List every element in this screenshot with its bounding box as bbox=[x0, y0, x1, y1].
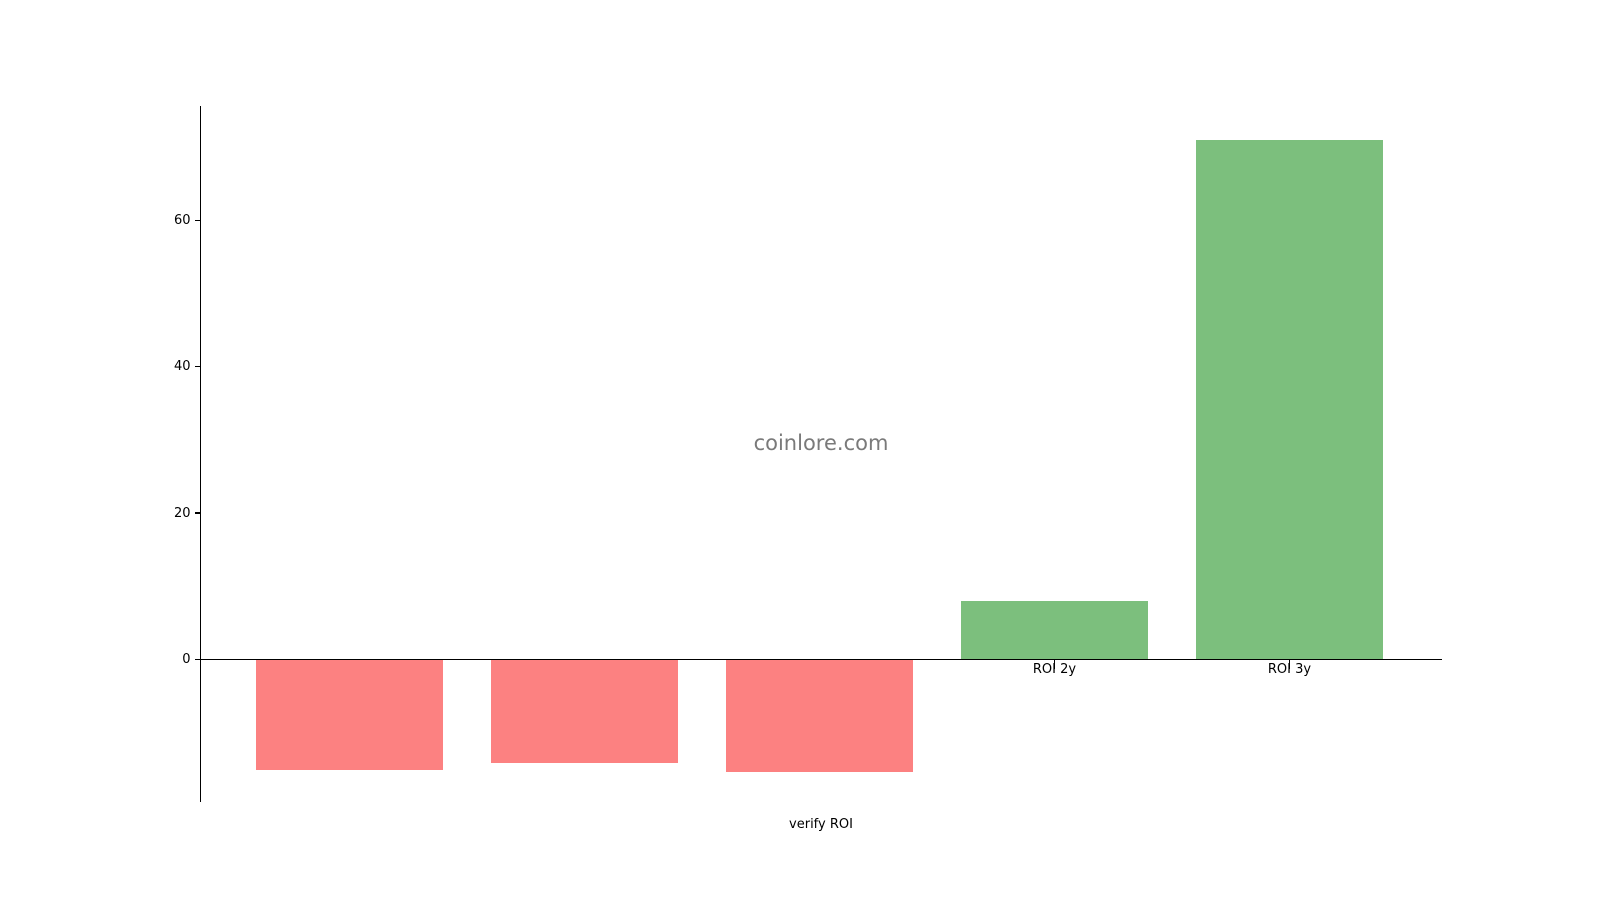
y-tick-mark-20 bbox=[194, 512, 200, 514]
y-tick-mark-0 bbox=[194, 658, 200, 661]
y-tick-label-20: 20 bbox=[173, 505, 191, 521]
x-tick-label-roi-2y: ROI 2y bbox=[1032, 661, 1077, 677]
x-tick-mark-4 bbox=[1053, 659, 1056, 669]
y-tick-label-40: 40 bbox=[173, 359, 191, 375]
x-tick-mark-5 bbox=[1288, 659, 1291, 669]
y-tick-mark-40 bbox=[194, 365, 200, 368]
bar-series-2 bbox=[491, 660, 678, 764]
watermark: coinlore.com bbox=[753, 431, 889, 455]
x-axis-zero-line bbox=[199, 658, 1442, 661]
x-axis-title: verify ROI bbox=[789, 817, 853, 832]
bar-roi-3y bbox=[1196, 139, 1383, 660]
bar-roi-2y bbox=[961, 600, 1148, 660]
y-tick-label-0: 0 bbox=[182, 651, 191, 667]
x-tick-label-roi-3y: ROI 3y bbox=[1267, 661, 1312, 677]
y-tick-label-60: 60 bbox=[173, 212, 191, 228]
y-axis-line bbox=[199, 106, 201, 802]
bar-series-1 bbox=[256, 660, 443, 771]
bar-series-3 bbox=[726, 660, 913, 772]
y-tick-mark-60 bbox=[194, 219, 200, 222]
